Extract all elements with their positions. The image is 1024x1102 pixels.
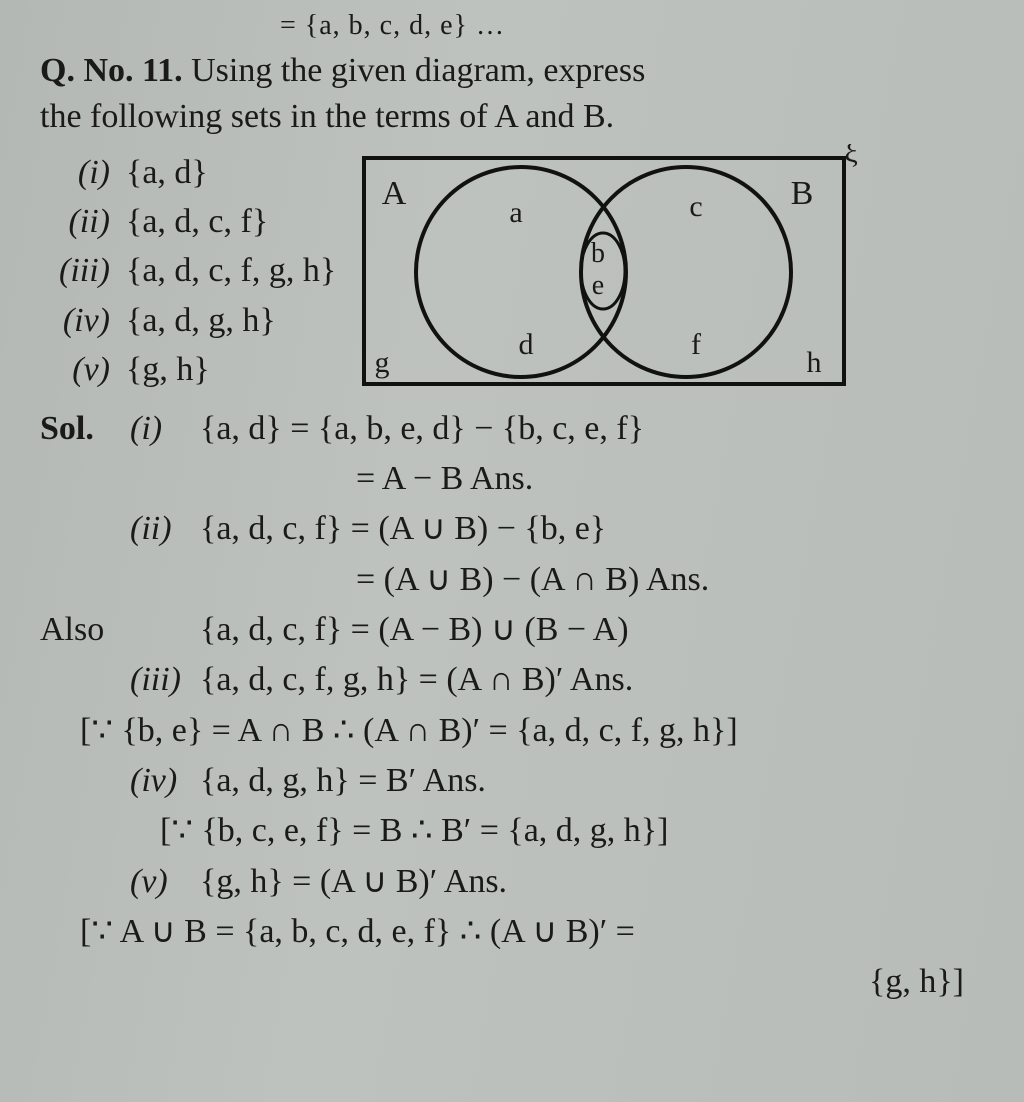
sol-eq: {a, d, c, f} = (A ∪ B) − {b, e} xyxy=(200,504,994,554)
item-i: (i) {a, d} xyxy=(40,148,336,197)
sol-label: Sol. xyxy=(40,404,130,454)
item-num: (v) xyxy=(40,345,110,394)
item-set: {a, d} xyxy=(126,148,208,197)
sol-eq: {a, d, g, h} = B′ Ans. xyxy=(200,756,994,806)
sol-eq: {a, d} = {a, b, e, d} − {b, c, e, f} xyxy=(200,404,994,454)
svg-text:f: f xyxy=(691,328,701,361)
page: = {a, b, c, d, e} … Q. No. 11. Using the… xyxy=(0,0,1024,1102)
sol-v-bracket2: {g, h}] xyxy=(40,957,994,1007)
item-num: (iii) xyxy=(40,246,110,295)
item-set: {a, d, c, f, g, h} xyxy=(126,246,336,295)
sol-num: (i) xyxy=(130,404,200,454)
sol-eq: {g, h}] xyxy=(40,957,964,1007)
item-v: (v) {g, h} xyxy=(40,345,336,394)
svg-text:ξ: ξ xyxy=(844,144,857,169)
question-text: Q. No. 11. Using the given diagram, expr… xyxy=(40,48,994,140)
question-line1: Using the given diagram, express xyxy=(191,52,645,89)
item-num: (iv) xyxy=(40,296,110,345)
svg-text:g: g xyxy=(375,346,390,379)
venn-svg: ξ A Ba c be d f g h xyxy=(346,144,866,404)
svg-text:h: h xyxy=(807,346,822,379)
item-num: (ii) xyxy=(40,197,110,246)
sol-v-bracket1: [∵ A ∪ B = {a, b, c, d, e, f} ∴ (A ∪ B)′… xyxy=(40,907,994,957)
venn-diagram: ξ A Ba c be d f g h xyxy=(346,144,994,404)
item-iv: (iv) {a, d, g, h} xyxy=(40,296,336,345)
sol-also-line: Also {a, d, c, f} = (A − B) ∪ (B − A) xyxy=(40,605,994,655)
sol-num: (iv) xyxy=(130,756,200,806)
sol-i-line2: = A − B Ans. xyxy=(40,454,994,504)
items-and-diagram: (i) {a, d} (ii) {a, d, c, f} (iii) {a, d… xyxy=(40,148,994,404)
item-set: {a, d, c, f} xyxy=(126,197,268,246)
sol-ii-line1: (ii) {a, d, c, f} = (A ∪ B) − {b, e} xyxy=(40,504,994,554)
sol-iii-line: (iii) {a, d, c, f, g, h} = (A ∩ B)′ Ans. xyxy=(40,655,994,705)
question-line2: the following sets in the terms of A and… xyxy=(40,98,614,135)
solution-block: Sol. (i) {a, d} = {a, b, e, d} − {b, c, … xyxy=(40,404,994,1008)
sol-v-line: (v) {g, h} = (A ∪ B)′ Ans. xyxy=(40,857,994,907)
sol-iv-bracket: [∵ {b, c, e, f} = B ∴ B′ = {a, d, g, h}] xyxy=(40,806,994,856)
svg-text:c: c xyxy=(689,190,702,223)
svg-text:b: b xyxy=(591,238,605,269)
sol-eq: {a, d, c, f} = (A − B) ∪ (B − A) xyxy=(200,605,994,655)
also-label: Also xyxy=(40,605,130,655)
item-set: {a, d, g, h} xyxy=(126,296,276,345)
question-number: Q. No. 11. xyxy=(40,52,183,89)
svg-text:B: B xyxy=(791,175,814,212)
item-list: (i) {a, d} (ii) {a, d, c, f} (iii) {a, d… xyxy=(40,148,336,394)
sol-i-line1: Sol. (i) {a, d} = {a, b, e, d} − {b, c, … xyxy=(40,404,994,454)
sol-eq: [∵ {b, c, e, f} = B ∴ B′ = {a, d, g, h}] xyxy=(160,806,994,856)
item-set: {g, h} xyxy=(126,345,210,394)
sol-iii-bracket: [∵ {b, e} = A ∩ B ∴ (A ∩ B)′ = {a, d, c,… xyxy=(40,706,994,756)
sol-num: (v) xyxy=(130,857,200,907)
item-num: (i) xyxy=(40,148,110,197)
sol-eq: = (A ∪ B) − (A ∩ B) Ans. xyxy=(356,555,994,605)
sol-num: (iii) xyxy=(130,655,200,705)
svg-text:e: e xyxy=(592,270,604,301)
sol-eq: = A − B Ans. xyxy=(356,454,994,504)
sol-iv-line: (iv) {a, d, g, h} = B′ Ans. xyxy=(40,756,994,806)
sol-eq: [∵ A ∪ B = {a, b, c, d, e, f} ∴ (A ∪ B)′… xyxy=(80,907,994,957)
top-fragment: = {a, b, c, d, e} … xyxy=(280,10,994,42)
svg-text:A: A xyxy=(382,175,407,212)
sol-eq: [∵ {b, e} = A ∩ B ∴ (A ∩ B)′ = {a, d, c,… xyxy=(80,706,994,756)
svg-text:a: a xyxy=(509,196,522,229)
item-ii: (ii) {a, d, c, f} xyxy=(40,197,336,246)
svg-text:d: d xyxy=(519,328,534,361)
sol-num: (ii) xyxy=(130,504,200,554)
sol-eq: {a, d, c, f, g, h} = (A ∩ B)′ Ans. xyxy=(200,655,994,705)
item-iii: (iii) {a, d, c, f, g, h} xyxy=(40,246,336,295)
sol-eq: {g, h} = (A ∪ B)′ Ans. xyxy=(200,857,994,907)
sol-ii-line2: = (A ∪ B) − (A ∩ B) Ans. xyxy=(40,555,994,605)
